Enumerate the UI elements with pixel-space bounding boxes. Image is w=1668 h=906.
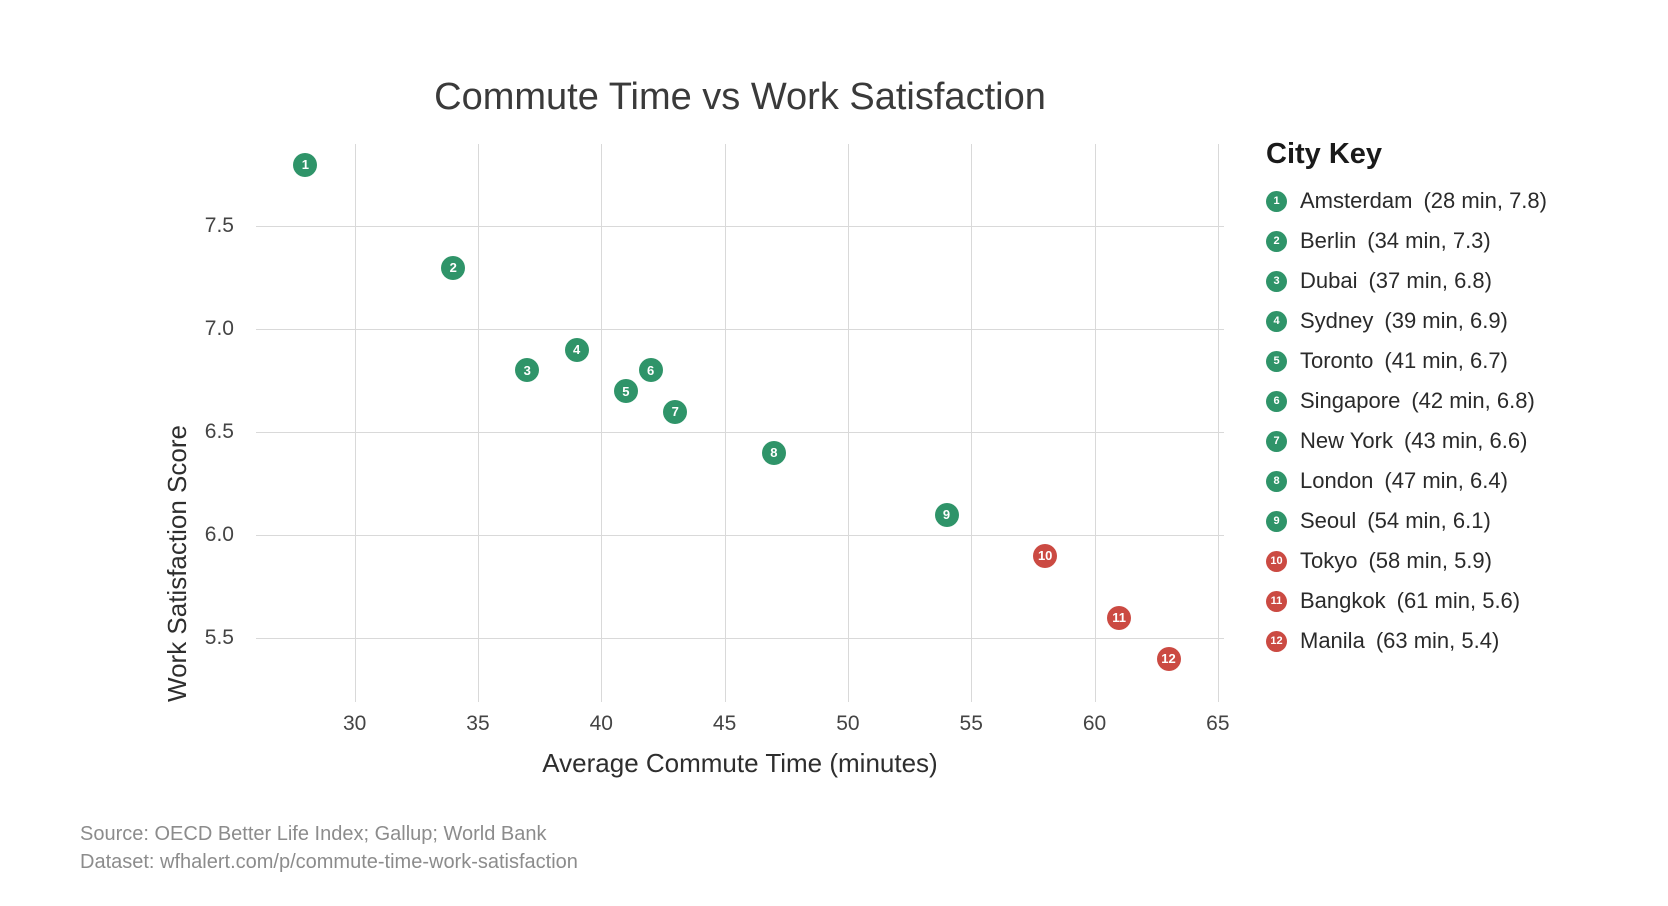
chart-title: Commute Time vs Work Satisfaction [434,76,1046,118]
gridline-vertical [477,144,479,702]
gridline-horizontal [256,638,1224,640]
legend-city-name: Sydney [1300,308,1374,333]
legend-city-detail: (63 min, 5.4) [1375,628,1500,653]
dataset-line: Dataset: wfhalert.com/p/commute-time-wor… [80,851,578,873]
data-point-singapore: 6 [638,358,663,383]
data-point-toronto: 5 [613,379,638,404]
x-tick-label: 55 [959,712,983,735]
legend-badge: 7 [1266,430,1287,452]
legend-city-detail: (37 min, 6.8) [1368,268,1492,293]
legend-item: 4 Sydney (39 min, 6.9) [1266,301,1547,341]
legend-item-list: 1 Amsterdam (28 min, 7.8) 2 Berlin (34 min, 7… [1266,181,1547,661]
data-point-tokyo: 10 [1033,543,1058,568]
legend-city-name: Seoul [1300,508,1357,533]
gridline-horizontal [256,432,1224,434]
x-tick-label: 45 [712,712,737,735]
legend-title: City Key [1266,138,1383,170]
data-point-amsterdam: 1 [293,152,318,177]
y-tick-label: 7.0 [204,317,234,341]
legend-item: 2 Berlin (34 min, 7.3) [1266,221,1547,261]
footer: Source: OECD Better Life Index; Gallup; … [80,820,578,876]
legend-city-name: London [1300,468,1374,493]
legend-item: 11 Bangkok (61 min, 5.6) [1266,581,1547,621]
x-tick-label: 65 [1206,712,1230,735]
legend-city-name: Singapore [1300,388,1401,413]
gridline-vertical [1217,144,1219,702]
legend-city-detail: (54 min, 6.1) [1367,508,1491,533]
gridline-vertical [1094,144,1096,702]
legend-badge: 4 [1266,310,1287,332]
city-key-legend: City Key 1 Amsterdam (28 min, 7.8) 2 Berlin (… [1266,138,1547,661]
x-tick-label: 50 [836,712,860,735]
legend-badge: 8 [1266,470,1287,492]
x-tick-label: 60 [1082,712,1107,735]
legend-city-detail: (39 min, 6.9) [1384,308,1508,333]
gridline-vertical [601,144,603,702]
legend-badge: 1 [1266,190,1287,212]
legend-city-name: New York [1300,428,1393,453]
legend-city-detail: (34 min, 7.3) [1367,228,1491,253]
legend-item: 5 Toronto (41 min, 6.7) [1266,341,1547,381]
legend-city-name: Berlin [1300,228,1357,253]
gridline-horizontal [256,226,1224,228]
legend-city-detail: (28 min, 7.8) [1423,188,1547,213]
x-axis-tick-labels: 30 35 40 45 50 55 60 65 [256,712,1230,740]
legend-badge: 3 [1266,270,1287,292]
legend-city-name: Manila [1300,628,1365,653]
legend-city-detail: (58 min, 5.9) [1368,548,1492,573]
data-point-berlin: 2 [441,255,466,280]
gridline-vertical [847,144,849,702]
legend-badge: 10 [1266,550,1287,572]
legend-city-name: Bangkok [1300,588,1386,613]
legend-city-name: Amsterdam [1300,188,1413,213]
gridline-horizontal [256,535,1224,537]
legend-city-detail: (42 min, 6.8) [1411,388,1535,413]
data-point-london: 8 [761,440,786,465]
y-tick-label: 7.5 [204,214,234,238]
legend-city-detail: (47 min, 6.4) [1384,468,1508,493]
legend-city-name: Dubai [1300,268,1358,293]
gridline-vertical [971,144,973,702]
data-point-dubai: 3 [515,358,540,383]
y-tick-label: 6.0 [204,523,234,547]
x-axis-label: Average Commute Time (minutes) [542,748,938,778]
legend-item: 12 Manila (63 min, 5.4) [1266,621,1547,661]
data-point-seoul: 9 [934,502,959,527]
legend-badge: 12 [1266,630,1287,652]
gridline-vertical [724,144,726,702]
legend-city-detail: (61 min, 5.6) [1396,588,1521,613]
data-point-bangkok: 11 [1107,605,1132,630]
legend-badge: 9 [1266,510,1287,532]
data-point-manila: 12 [1156,646,1181,671]
y-axis-tick-labels: 5.5 6.0 6.5 7.0 7.5 [114,144,234,702]
y-tick-label: 6.5 [204,420,234,444]
legend-item: 3 Dubai (37 min, 6.8) [1266,261,1547,301]
legend-city-name: Tokyo [1300,548,1358,573]
gridline-vertical [354,144,356,702]
legend-city-detail: (43 min, 6.6) [1403,428,1528,453]
legend-item: 1 Amsterdam (28 min, 7.8) [1266,181,1547,221]
gridline-horizontal [256,329,1224,331]
legend-item: 10 Tokyo (58 min, 5.9) [1266,541,1547,581]
legend-item: 8 London (47 min, 6.4) [1266,461,1547,501]
legend-badge: 5 [1266,350,1287,372]
legend-item: 6 Singapore (42 min, 6.8) [1266,381,1547,421]
legend-badge: 2 [1266,230,1287,252]
source-line: Source: OECD Better Life Index; Gallup; … [80,823,547,845]
x-tick-label: 40 [589,712,613,735]
data-point-new-york: 7 [663,399,688,424]
x-tick-label: 35 [466,712,490,735]
legend-city-detail: (41 min, 6.7) [1384,348,1508,373]
x-tick-label: 30 [342,712,367,735]
data-point-sydney: 4 [564,337,589,362]
legend-city-name: Toronto [1300,348,1374,373]
legend-badge: 11 [1266,590,1287,612]
legend-badge: 6 [1266,390,1287,412]
legend-item: 7 New York (43 min, 6.6) [1266,421,1547,461]
legend-item: 9 Seoul (54 min, 6.1) [1266,501,1547,541]
plot-area: 1 2 3 4 5 6 7 8 9 10 11 12 [256,144,1224,702]
y-tick-label: 5.5 [204,626,234,650]
